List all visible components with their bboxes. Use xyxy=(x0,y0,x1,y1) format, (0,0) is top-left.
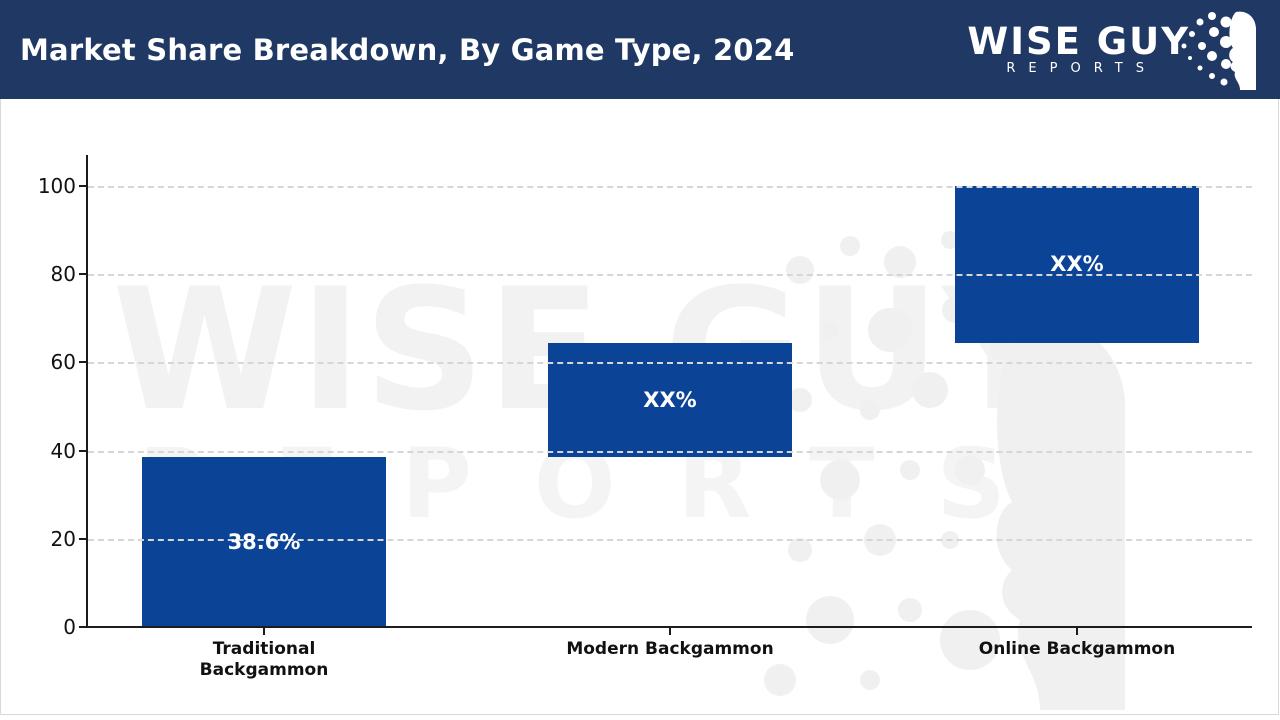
x-category-label-2: Modern Backgammon xyxy=(566,639,774,659)
bar-value-label-3: XX% xyxy=(1050,252,1104,277)
bar-value-label-2: XX% xyxy=(643,387,697,412)
gridline-80 xyxy=(88,274,1252,276)
bar-value-label-1: 38.6% xyxy=(227,529,301,554)
bar-1 xyxy=(142,456,386,627)
y-axis-line xyxy=(86,155,88,627)
brand-subname: REPORTS xyxy=(1006,61,1157,77)
x-tick-mark-1 xyxy=(263,628,265,635)
x-tick-mark-3 xyxy=(1076,628,1078,635)
y-tick-label-40: 40 xyxy=(50,438,76,463)
gridline-40 xyxy=(88,450,1252,453)
x-tick-mark-2 xyxy=(669,628,671,635)
gridline-20 xyxy=(88,538,1252,541)
gridline-100 xyxy=(88,185,1252,188)
x-category-label-3: Online Backgammon xyxy=(978,639,1176,659)
y-tick-label-20: 20 xyxy=(50,526,76,551)
y-tick-label-100: 100 xyxy=(37,173,76,198)
y-tick-mark-40 xyxy=(79,449,86,452)
page-title: Market Share Breakdown, By Game Type, 20… xyxy=(20,32,795,67)
brand-name: WISE GUY xyxy=(967,19,1190,63)
y-tick-label-80: 80 xyxy=(50,262,76,286)
face-profile-dots-icon xyxy=(1181,11,1256,90)
watermark-face-dots xyxy=(740,231,1125,710)
brand-logo-text: WISE GUY REPORTS xyxy=(967,19,1190,77)
x-axis-line xyxy=(86,626,1252,628)
gridline-60 xyxy=(88,362,1252,365)
bar-3 xyxy=(955,185,1199,343)
y-tick-mark-0 xyxy=(79,626,86,628)
bar-2 xyxy=(548,342,792,457)
y-tick-label-0: 0 xyxy=(63,615,76,639)
brand-logo: WISE GUY REPORTS xyxy=(967,8,1280,92)
x-category-label-1: Traditional Backgammon xyxy=(199,639,329,681)
y-tick-mark-60 xyxy=(79,361,86,364)
y-tick-mark-100 xyxy=(79,184,86,187)
y-tick-mark-80 xyxy=(79,273,86,275)
header-band: Market Share Breakdown, By Game Type, 20… xyxy=(0,0,1280,99)
y-tick-mark-20 xyxy=(79,537,86,540)
y-tick-label-60: 60 xyxy=(50,350,76,375)
